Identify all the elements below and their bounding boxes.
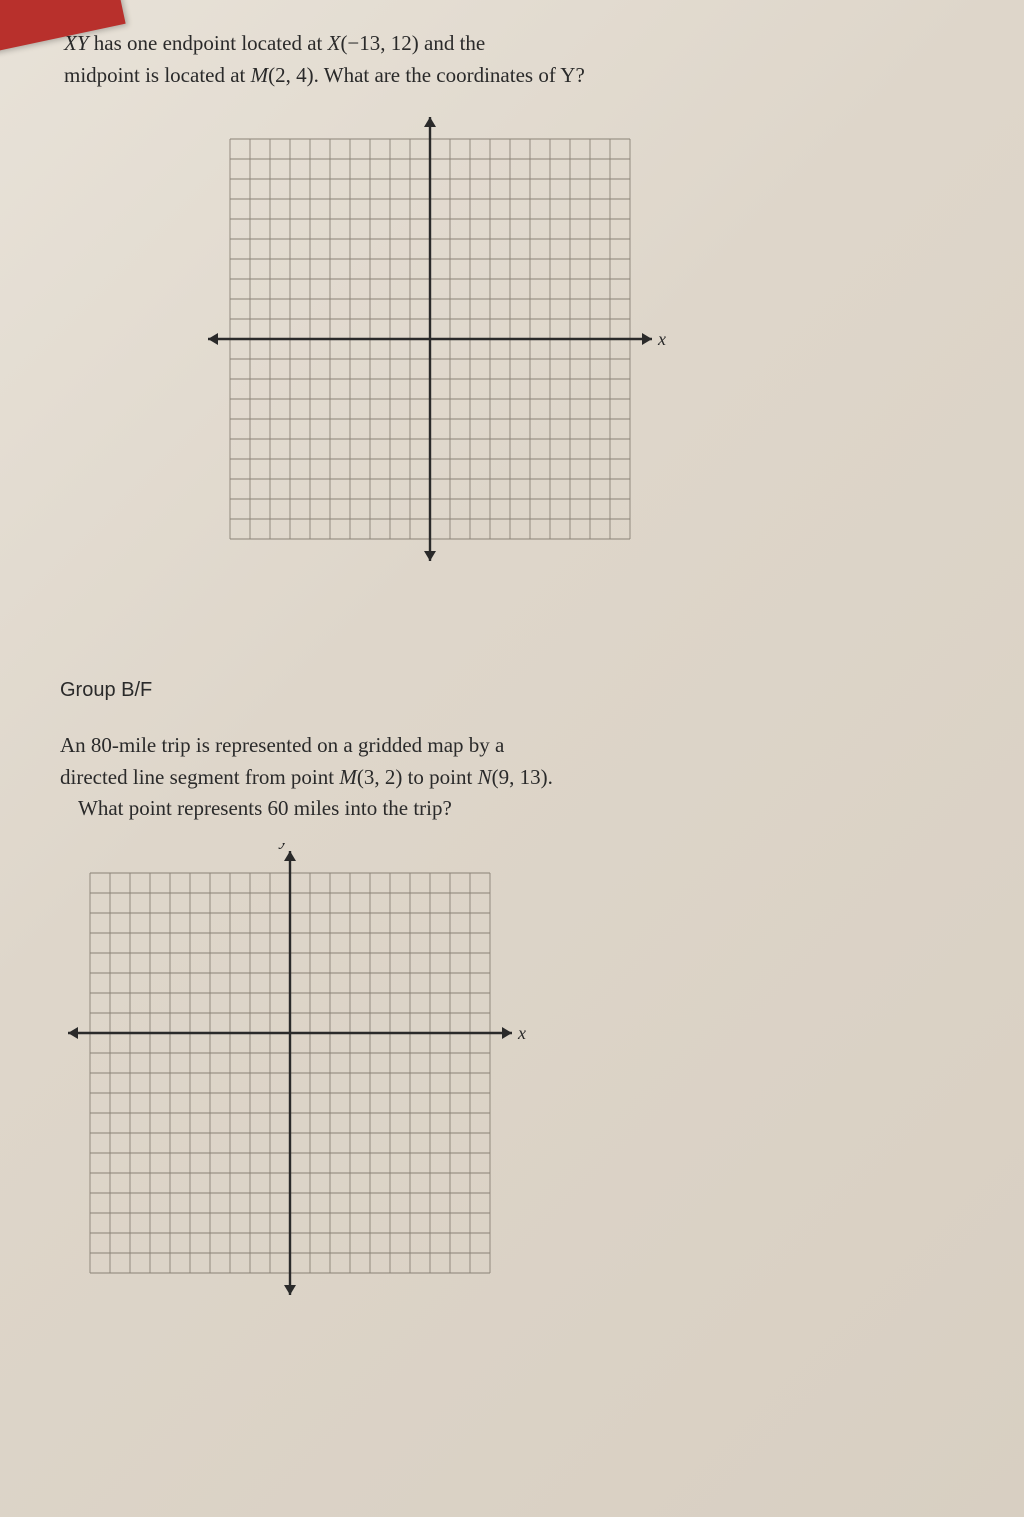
p2-pointN-coords: (9, 13) [492,765,548,789]
p2-pointM-label: M [339,765,357,789]
p2-pointM-coords: (3, 2) [357,765,403,789]
problem1-text: XY has one endpoint located at X(−13, 12… [60,28,964,91]
p2-l2-mid: to point [402,765,477,789]
grid2-container: xy [60,843,964,1313]
grid1: x [60,109,680,569]
p1-l1-suffix: and the [419,31,485,55]
p2-pointN-label: N [478,765,492,789]
p1-pointM-coords: (2, 4) [268,63,314,87]
p1-pointM-label: M [251,63,269,87]
p1-l2-prefix: midpoint is located at [64,63,251,87]
page: XY has one endpoint located at X(−13, 12… [0,0,1024,1353]
p1-l1-prefix: has one endpoint located at [89,31,328,55]
grid2: xy [60,843,540,1313]
p2-l2-suffix: . [548,765,553,789]
p2-line1: An 80-mile trip is represented on a grid… [60,730,964,762]
p1-pointX-label: X [328,31,341,55]
p2-l2-prefix: directed line segment from point [60,765,339,789]
p1-pointX-coords: (−13, 12) [340,31,418,55]
p1-l2-suffix: . What are the coordinates of Y? [314,63,585,87]
grid1-container: x [60,109,964,569]
p2-line3: What point represents 60 miles into the … [60,793,964,825]
problem2-text: An 80-mile trip is represented on a grid… [60,730,964,825]
svg-text:y: y [278,843,288,849]
svg-text:x: x [517,1023,526,1043]
group-label: Group B/F [60,679,964,702]
svg-text:x: x [657,329,666,349]
